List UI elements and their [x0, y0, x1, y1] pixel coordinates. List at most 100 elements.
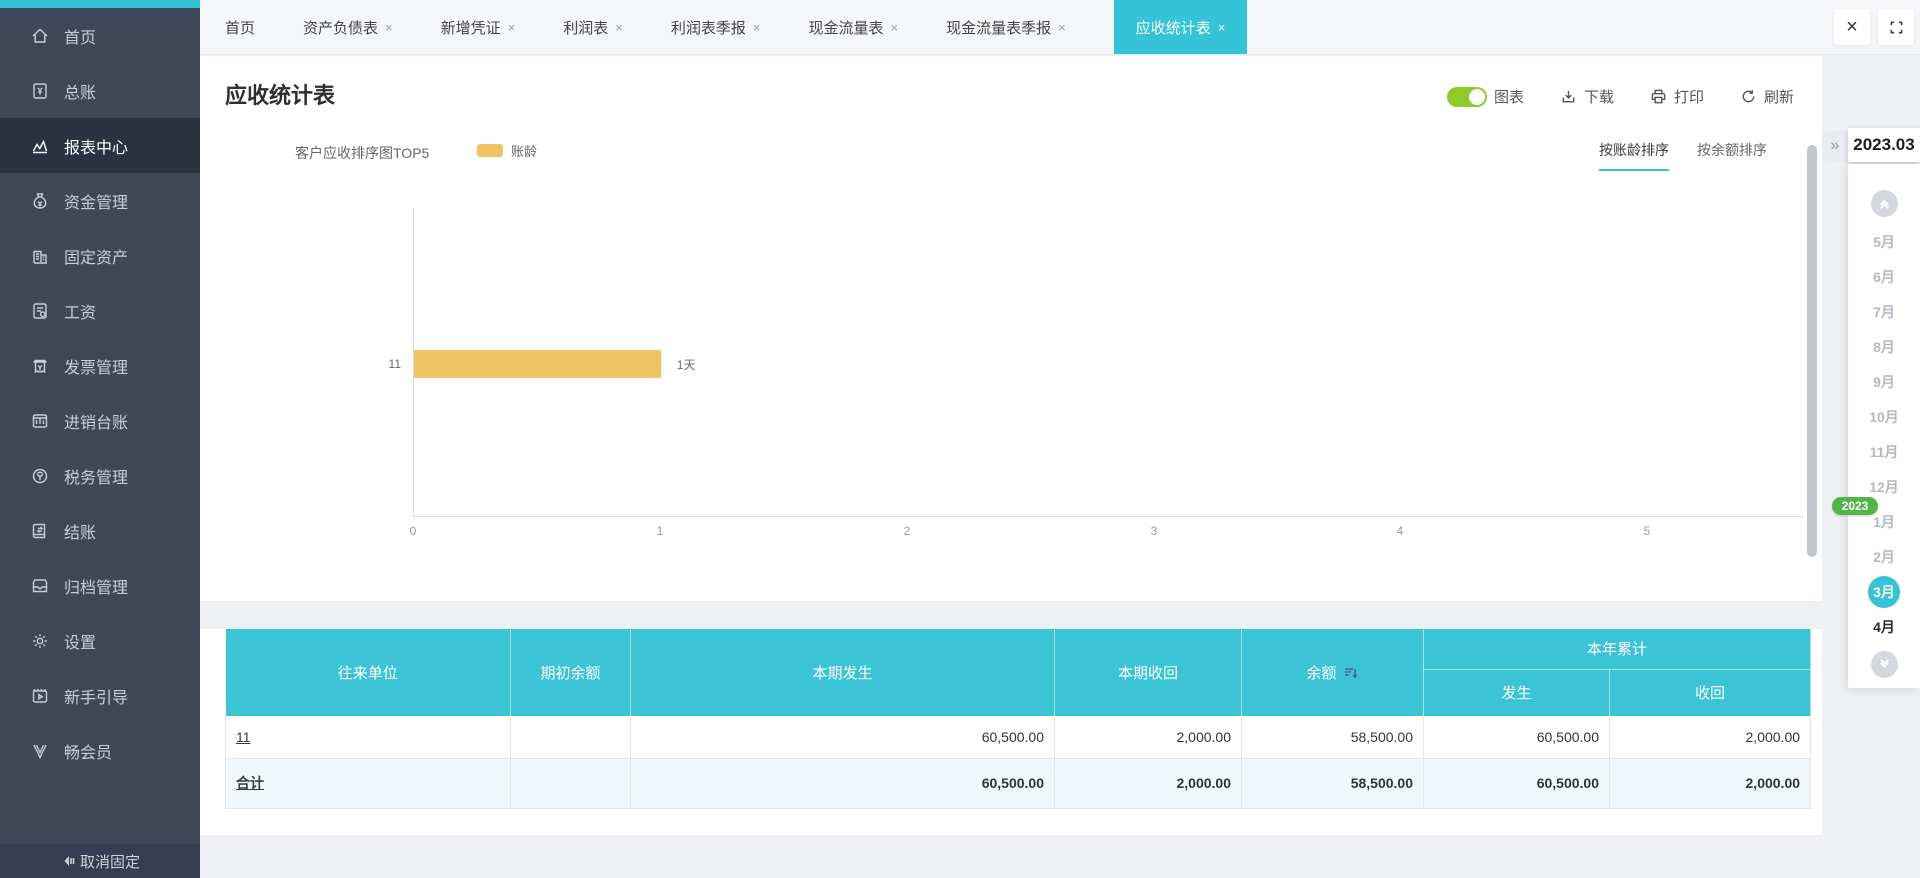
tab-label: 应收统计表 [1135, 19, 1211, 37]
cell-year-incurred: 60,500.00 [1423, 716, 1610, 759]
sort-by-balance-tab[interactable]: 按余额排序 [1697, 142, 1767, 158]
print-icon [1651, 89, 1666, 104]
total-link[interactable]: 合计 [236, 775, 264, 791]
chart-toggle-label: 图表 [1493, 89, 1524, 106]
year-badge: 2023 [1832, 497, 1878, 515]
col-header-opening[interactable]: 期初余额 [510, 629, 631, 716]
x-tick: 2 [903, 524, 911, 538]
sort-tabs: 按账龄排序 按余额排序 [1599, 140, 1767, 171]
month-item[interactable]: 12月 [1869, 479, 1899, 495]
month-item[interactable]: 11月 [1869, 444, 1899, 460]
sidebar-item-salary[interactable]: 工资 [0, 283, 200, 338]
col-header-year-incurred[interactable]: 发生 [1423, 668, 1610, 716]
tab-label: 利润表季报 [670, 19, 746, 37]
sort-by-age-tab[interactable]: 按账龄排序 [1599, 140, 1669, 171]
chart-toggle-group[interactable]: 图表 [1446, 86, 1524, 107]
month-item[interactable]: 10月 [1869, 409, 1899, 425]
sidebar-item-general-ledger[interactable]: 总账 [0, 63, 200, 118]
close-window-button[interactable]: × [1834, 9, 1870, 45]
x-tick: 0 [409, 524, 417, 538]
cell-incurred: 60,500.00 [630, 716, 1055, 759]
invoice-icon [33, 359, 47, 373]
fullscreen-button[interactable] [1878, 9, 1914, 45]
sidebar-item-label: 发票管理 [64, 359, 129, 377]
month-item[interactable]: 5月 [1873, 234, 1895, 250]
balance-label: 余额 [1306, 665, 1337, 682]
scroll-months-up-button[interactable] [1870, 190, 1898, 217]
sidebar-item-fund-management[interactable]: 资金管理 [0, 173, 200, 228]
tab-close-icon[interactable]: × [890, 19, 899, 35]
sidebar-item-label: 首页 [64, 29, 97, 47]
tab-cash-flow[interactable]: 现金流量表 × [808, 0, 898, 54]
receivables-table: 往来单位 期初余额 本期发生 本期收回 余额 本年累计 [225, 629, 1812, 809]
sidebar-item-closing[interactable]: 结账 [0, 503, 200, 558]
expand-panel-flap[interactable]: » [1822, 131, 1848, 161]
chart-x-axis [413, 516, 1803, 517]
unit-link[interactable]: 11 [236, 728, 251, 745]
report-chart-icon [32, 139, 48, 153]
col-header-received[interactable]: 本期收回 [1054, 629, 1242, 716]
tab-balance-sheet[interactable]: 资产负债表 × [303, 0, 393, 54]
sidebar-item-tax-management[interactable]: 税务管理 [0, 448, 200, 503]
download-button[interactable]: 下载 [1560, 86, 1614, 107]
x-tick: 5 [1643, 524, 1651, 538]
age-bar[interactable] [414, 350, 661, 378]
print-button[interactable]: 打印 [1650, 86, 1704, 107]
page-title: 应收统计表 [225, 83, 336, 108]
unpin-sidebar-button[interactable]: 取消固定 [0, 844, 200, 878]
scroll-months-down-button[interactable] [1870, 651, 1898, 678]
tab-close-icon[interactable]: × [615, 19, 623, 35]
month-item[interactable]: 2月 [1873, 549, 1895, 565]
x-tick: 1 [656, 524, 664, 538]
sidebar-item-label: 新手引导 [64, 689, 129, 707]
tab-new-voucher[interactable]: 新增凭证 × [441, 0, 516, 54]
sidebar-item-label: 资金管理 [64, 194, 129, 212]
col-header-incurred[interactable]: 本期发生 [630, 629, 1055, 716]
tab-income-statement-quarterly[interactable]: 利润表季报 × [671, 0, 761, 54]
sidebar-item-fixed-assets[interactable]: 固定资产 [0, 228, 200, 283]
unpin-label: 取消固定 [79, 853, 140, 871]
current-period[interactable]: 2023.03 [1848, 128, 1920, 162]
archive-tray-icon [32, 578, 48, 592]
tab-cash-flow-quarterly[interactable]: 现金流量表季报 × [946, 0, 1066, 54]
sidebar-item-member[interactable]: 畅会员 [0, 723, 200, 778]
month-item-selected[interactable]: 3月 [1868, 576, 1900, 608]
col-header-year-received[interactable]: 收回 [1609, 668, 1812, 716]
tab-close-icon[interactable]: × [1058, 19, 1066, 35]
toggle-knob [1468, 88, 1485, 105]
sidebar-item-beginner-guide[interactable]: 新手引导 [0, 668, 200, 723]
sidebar-item-home[interactable]: 首页 [0, 8, 200, 63]
sidebar-item-archive-management[interactable]: 归档管理 [0, 558, 200, 613]
sidebar-item-report-center[interactable]: 报表中心 [0, 118, 200, 173]
double-chevron-right-icon: » [1830, 137, 1840, 154]
tab-close-icon[interactable]: × [752, 19, 761, 35]
sidebar-item-purchase-sales-ledger[interactable]: 进销台账 [0, 393, 200, 448]
month-item[interactable]: 4月 [1873, 619, 1895, 635]
tab-income-statement[interactable]: 利润表 × [563, 0, 623, 54]
chart-toggle[interactable] [1446, 86, 1487, 107]
month-item[interactable]: 9月 [1873, 374, 1895, 390]
close-icon: × [1846, 15, 1858, 38]
tab-close-icon[interactable]: × [507, 19, 516, 35]
tab-close-icon[interactable]: × [385, 19, 393, 35]
unpin-icon [64, 856, 75, 866]
refresh-button[interactable]: 刷新 [1740, 86, 1794, 107]
col-header-balance[interactable]: 余额 [1241, 629, 1424, 716]
print-label: 打印 [1673, 89, 1704, 106]
sidebar-item-settings[interactable]: 设置 [0, 613, 200, 668]
sort-descending-icon[interactable] [1343, 665, 1359, 681]
chart-legend[interactable]: 账龄 [477, 141, 537, 160]
col-header-unit[interactable]: 往来单位 [225, 629, 511, 716]
guide-video-icon [32, 688, 48, 703]
tab-close-icon[interactable]: × [1217, 19, 1226, 35]
month-item[interactable]: 7月 [1873, 304, 1895, 320]
tab-home[interactable]: 首页 [225, 0, 255, 54]
month-item[interactable]: 1月 [1873, 514, 1895, 530]
month-item[interactable]: 8月 [1873, 339, 1895, 355]
sidebar-item-invoice-management[interactable]: 发票管理 [0, 338, 200, 393]
salary-sheet-icon [33, 302, 47, 319]
vertical-scrollbar[interactable] [1807, 145, 1817, 557]
tax-icon [32, 468, 48, 483]
tab-receivables-statistics[interactable]: 应收统计表 × [1113, 0, 1248, 54]
month-item[interactable]: 6月 [1873, 269, 1895, 285]
